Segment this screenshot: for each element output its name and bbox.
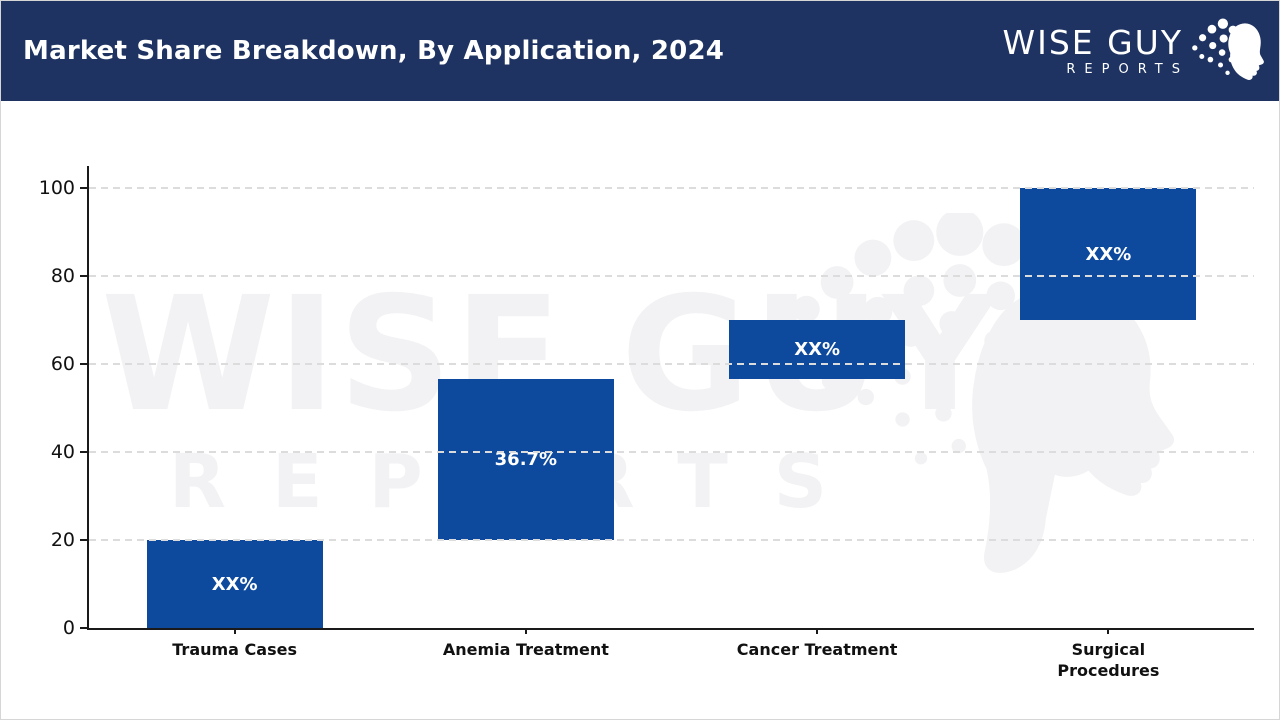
bar-value-label: XX%	[211, 573, 258, 595]
y-axis-line	[87, 166, 89, 630]
bar-value-label: XX%	[1085, 243, 1132, 265]
y-tick-label: 100	[38, 177, 75, 199]
bar-trauma-cases: XX%	[146, 540, 323, 628]
wiseguy-logo: WISE GUY REPORTS	[1002, 11, 1265, 91]
y-tick-mark	[80, 451, 87, 453]
category-label-anemia-treatment: Anemia Treatment	[442, 640, 609, 659]
y-tick-mark	[80, 363, 87, 365]
logo-wordmark: WISE GUY	[1002, 22, 1183, 62]
x-tick-mark	[1107, 628, 1110, 634]
y-tick-mark	[80, 627, 87, 629]
wiseguy-head-icon	[1192, 18, 1264, 80]
category-label-trauma-cases: Trauma Cases	[172, 640, 297, 659]
x-axis-line	[87, 628, 1254, 630]
gridline-y-20	[89, 539, 1254, 541]
gridline-y-80	[89, 275, 1254, 277]
y-tick-label: 80	[50, 265, 75, 287]
x-tick-mark	[233, 628, 236, 634]
page-title: Market Share Breakdown, By Application, …	[23, 36, 725, 66]
bar-surgical-procedures: XX%	[1020, 188, 1197, 320]
y-tick-label: 0	[62, 617, 75, 639]
y-tick-label: 40	[50, 441, 75, 463]
header: Market Share Breakdown, By Application, …	[1, 1, 1279, 101]
logo-subtitle: REPORTS	[1066, 61, 1189, 77]
x-tick-mark	[524, 628, 527, 634]
wiseguy-logo-text: WISE GUY REPORTS	[1002, 26, 1183, 77]
gridline-y-100	[89, 187, 1254, 189]
y-tick-mark	[80, 187, 87, 189]
y-tick-mark	[80, 275, 87, 277]
bar-value-label: 36.7%	[494, 448, 558, 470]
y-tick-label: 20	[50, 529, 75, 551]
plot-area: 0 20 40 60 80 100 XX% Trauma Cases 36.7% Anemia T…	[39, 166, 1254, 680]
gridline-y-60	[89, 363, 1254, 365]
y-tick-mark	[80, 539, 87, 541]
bar-value-label: XX%	[794, 338, 841, 360]
y-tick-label: 60	[50, 353, 75, 375]
x-tick-mark	[816, 628, 819, 634]
category-label-surgical-procedures: Surgical Procedures	[1057, 640, 1160, 680]
bar-cancer-treatment: XX%	[729, 320, 906, 379]
category-label-cancer-treatment: Cancer Treatment	[736, 640, 898, 659]
gridline-y-40	[89, 451, 1254, 453]
bar-anemia-treatment: 36.7%	[437, 378, 614, 540]
